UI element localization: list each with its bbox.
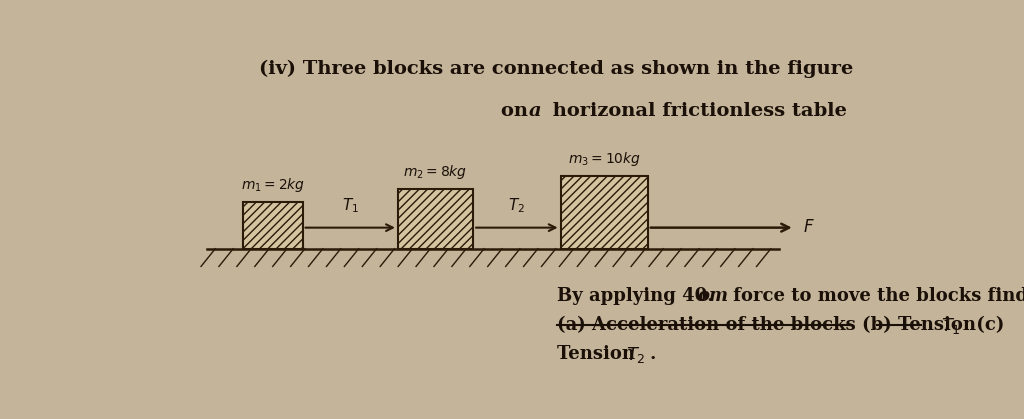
Text: a: a — [528, 102, 542, 120]
Text: $m_2=8kg$: $m_2=8kg$ — [403, 163, 468, 181]
Text: $T_1$: $T_1$ — [941, 316, 962, 336]
Text: (iv) Three blocks are connected as shown in the figure: (iv) Three blocks are connected as shown… — [259, 60, 854, 78]
Text: horizonal frictionless table: horizonal frictionless table — [546, 102, 847, 120]
Text: $F$: $F$ — [803, 219, 814, 236]
Bar — [243, 202, 303, 249]
Text: (c): (c) — [970, 316, 1005, 334]
Text: $m_1=2kg$: $m_1=2kg$ — [241, 176, 305, 194]
Text: on: on — [501, 102, 535, 120]
Text: om: om — [697, 287, 729, 305]
Text: (a) Acceleration of the blocks (b) Tension: (a) Acceleration of the blocks (b) Tensi… — [557, 316, 982, 334]
Text: force to move the blocks find: force to move the blocks find — [727, 287, 1024, 305]
Bar — [560, 176, 648, 249]
Text: $T_2$: $T_2$ — [627, 346, 646, 365]
Text: $T_2$: $T_2$ — [508, 196, 525, 215]
Text: $T_1$: $T_1$ — [342, 196, 358, 215]
Bar — [397, 189, 473, 249]
Text: $m_3=10kg$: $m_3=10kg$ — [567, 150, 641, 168]
Text: By applying 40.: By applying 40. — [557, 287, 720, 305]
Text: .: . — [649, 346, 655, 364]
Text: Tension: Tension — [557, 346, 641, 364]
